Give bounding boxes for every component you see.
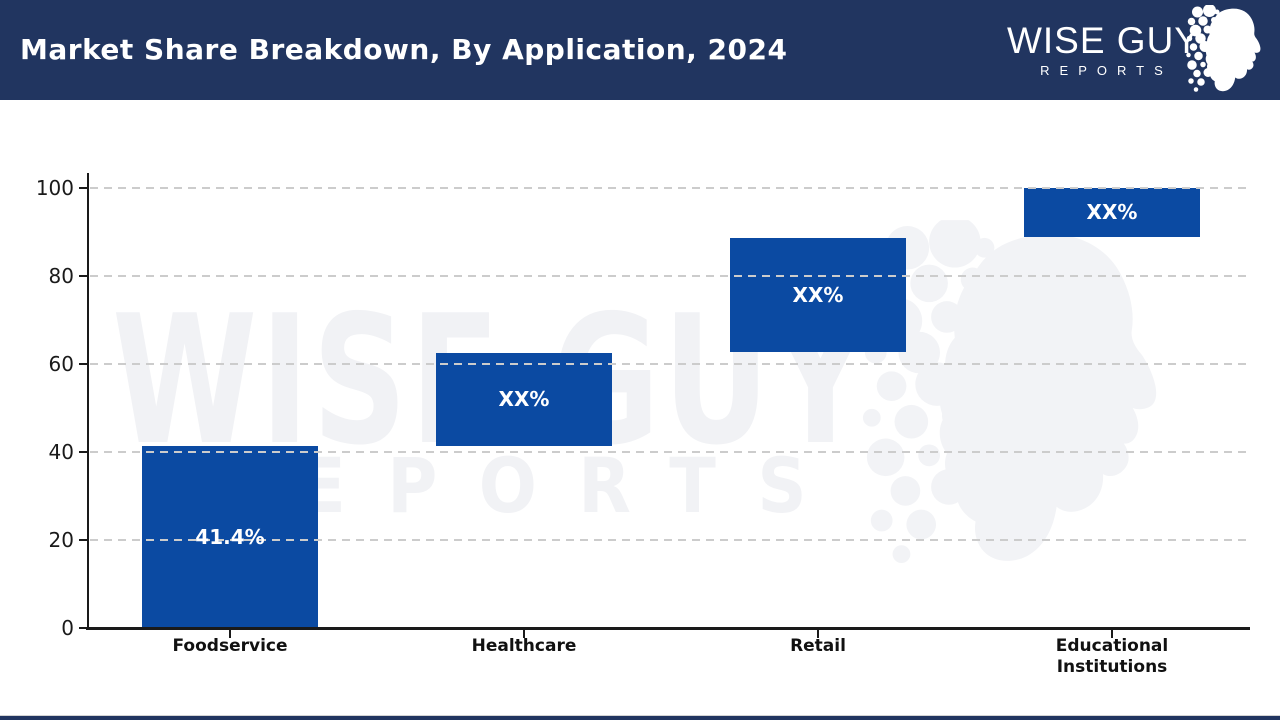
category-label: Foodservice [172,636,288,656]
y-tick-label: 80 [48,264,74,288]
bar-value-label: 41.4% [195,524,265,549]
bar-healthcare [436,353,612,446]
y-tick-mark [79,275,88,277]
category-label: Educational Institutions [1055,636,1169,677]
x-tick-mark [229,630,231,638]
gridline-100 [90,187,1248,189]
gridline-20 [90,539,1248,541]
x-tick-mark [817,630,819,638]
bar-value-label: XX% [792,283,844,308]
y-tick-label: 40 [48,440,74,464]
y-tick-label: 100 [35,176,74,200]
y-tick-mark [79,539,88,541]
x-tick-mark [1111,630,1113,638]
bar-value-label: XX% [498,387,550,412]
y-tick-mark [79,187,88,189]
category-label: Healthcare [471,636,577,656]
bar-educational [1024,188,1200,237]
page-title: Market Share Breakdown, By Application, … [20,33,788,66]
category-label: Retail [790,636,846,656]
x-tick-mark [523,630,525,638]
y-tick-mark [79,451,88,453]
gridline-60 [90,363,1248,365]
bar-foodservice [142,445,318,628]
brand-logo: WISE GUY REPORTS [1007,4,1270,96]
brand-name-text: WISE GUY [1006,20,1200,61]
footer-hairline [0,715,1280,716]
gridline-40 [90,451,1248,453]
y-tick-mark [79,363,88,365]
y-axis-line [87,173,89,630]
bar-retail [730,238,906,353]
footer-accent-bar [0,716,1280,720]
brand-reports-text: REPORTS [1040,63,1173,78]
brand-wordmark: WISE GUY REPORTS [1007,22,1200,78]
y-tick-label: 0 [61,616,74,640]
bar-value-label: XX% [1086,200,1138,225]
y-tick-mark [79,627,88,629]
x-axis-line [86,627,1250,630]
header-bar: Market Share Breakdown, By Application, … [0,0,1280,100]
gridline-80 [90,275,1248,277]
y-tick-label: 20 [48,528,74,552]
brand-head-icon [1184,5,1270,95]
watermark-head-icon [856,220,1192,576]
y-tick-label: 60 [48,352,74,376]
